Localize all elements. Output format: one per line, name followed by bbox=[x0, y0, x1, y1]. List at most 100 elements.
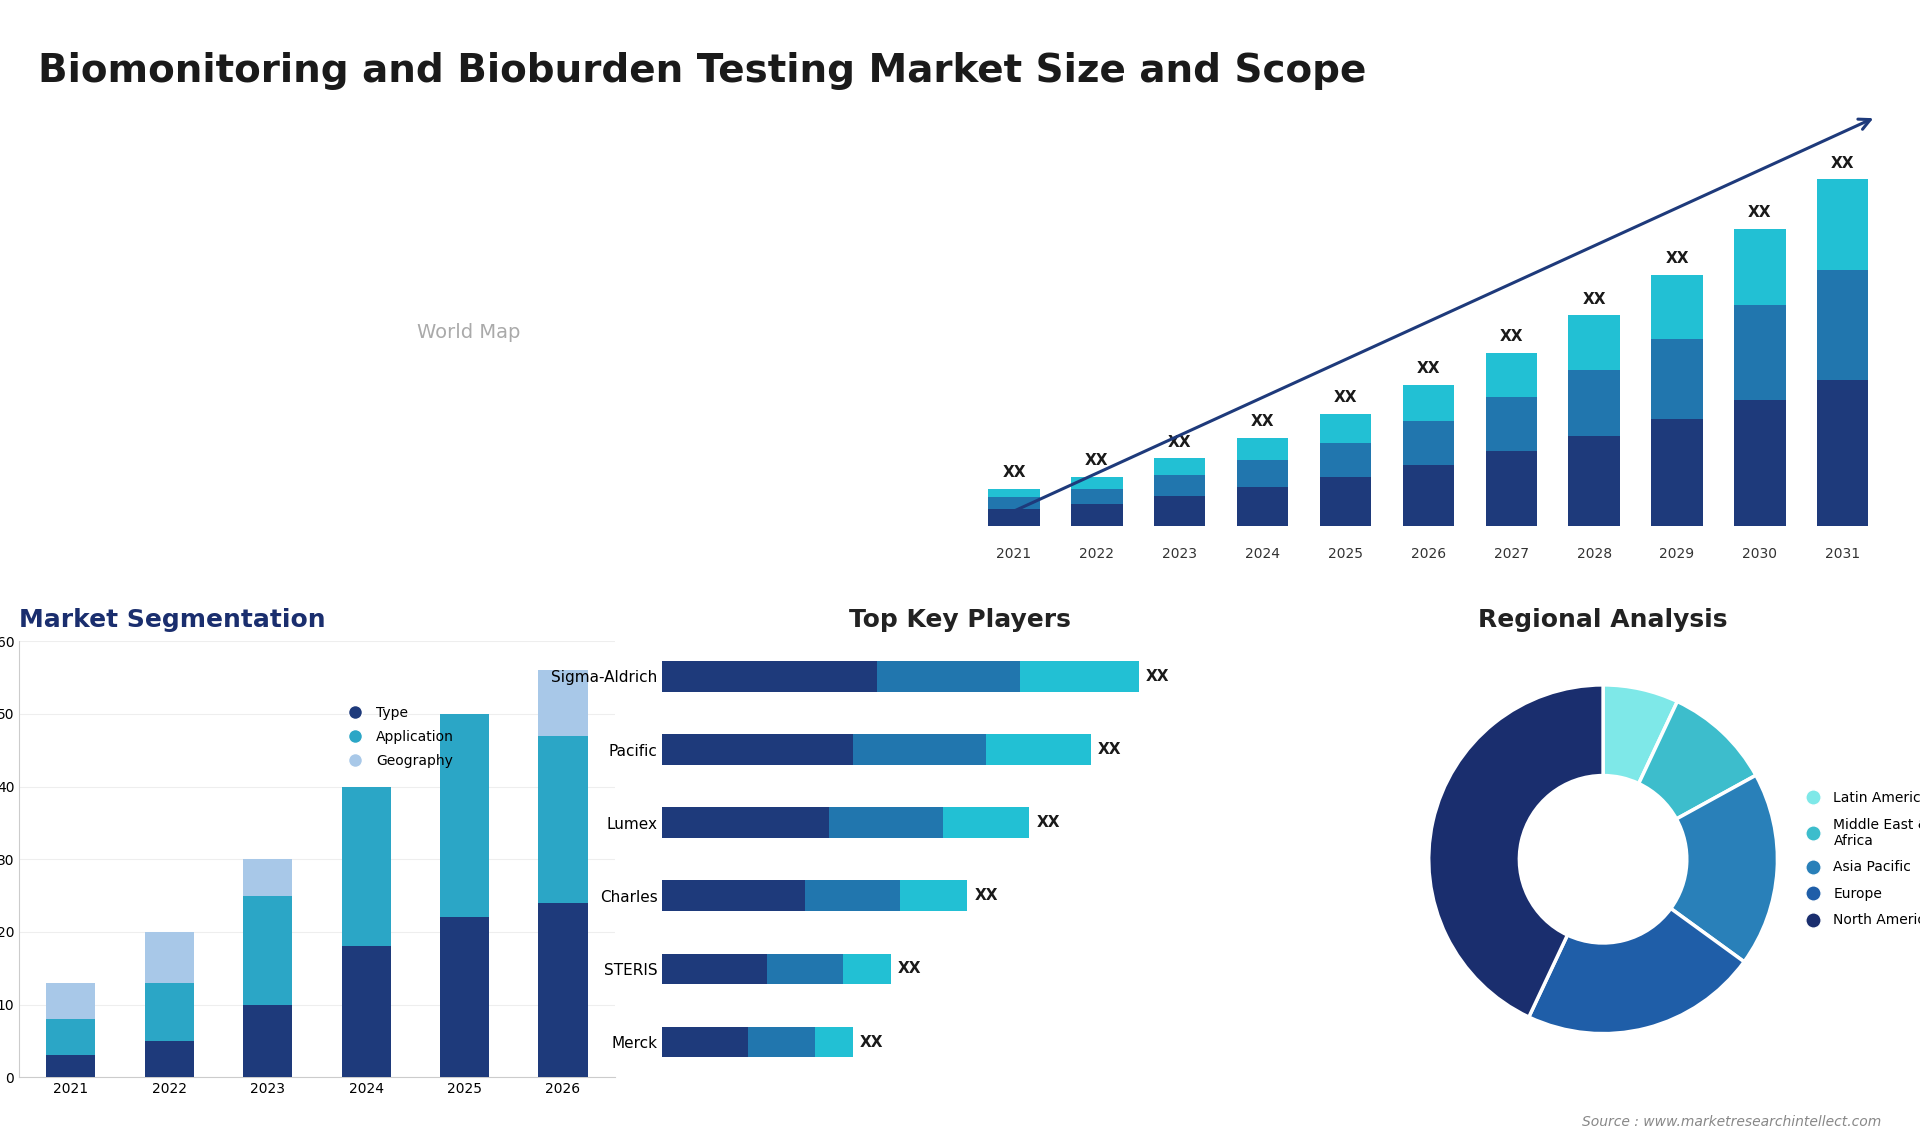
Bar bbox=[1816, 380, 1868, 526]
Text: XX: XX bbox=[1146, 669, 1169, 684]
Text: XX: XX bbox=[1085, 453, 1108, 469]
Bar bbox=[1651, 275, 1703, 339]
Wedge shape bbox=[1428, 685, 1603, 1017]
Bar bbox=[1569, 315, 1620, 370]
Bar bbox=[144, 932, 194, 983]
Text: XX: XX bbox=[1665, 251, 1690, 266]
Bar bbox=[538, 903, 588, 1077]
Bar bbox=[768, 953, 843, 984]
Text: XX: XX bbox=[1250, 414, 1275, 429]
Text: 2031: 2031 bbox=[1826, 547, 1860, 562]
Text: World Map: World Map bbox=[417, 322, 520, 342]
Bar bbox=[342, 947, 392, 1077]
Text: XX: XX bbox=[1334, 391, 1357, 406]
Bar bbox=[1734, 400, 1786, 526]
Text: 2026: 2026 bbox=[1411, 547, 1446, 562]
Bar bbox=[943, 808, 1029, 838]
Text: XX: XX bbox=[1002, 465, 1025, 480]
Bar bbox=[1071, 504, 1123, 526]
Text: XX: XX bbox=[1747, 205, 1772, 220]
Bar bbox=[1236, 487, 1288, 526]
Bar bbox=[1154, 458, 1206, 476]
Text: XX: XX bbox=[899, 961, 922, 976]
Wedge shape bbox=[1638, 701, 1757, 819]
Text: XX: XX bbox=[1098, 743, 1121, 758]
Bar bbox=[1236, 460, 1288, 487]
Bar bbox=[244, 860, 292, 896]
Title: Top Key Players: Top Key Players bbox=[849, 609, 1071, 633]
Text: XX: XX bbox=[973, 888, 998, 903]
Bar bbox=[1154, 476, 1206, 495]
Text: XX: XX bbox=[1417, 361, 1440, 376]
Text: 2025: 2025 bbox=[1329, 547, 1363, 562]
Bar bbox=[1734, 305, 1786, 400]
Bar bbox=[1734, 229, 1786, 305]
Text: Source : www.marketresearchintellect.com: Source : www.marketresearchintellect.com bbox=[1582, 1115, 1882, 1129]
Bar bbox=[1404, 385, 1453, 421]
Bar bbox=[662, 735, 852, 764]
Bar bbox=[1154, 495, 1206, 526]
Bar bbox=[843, 953, 891, 984]
Bar bbox=[1651, 339, 1703, 419]
Bar bbox=[662, 808, 829, 838]
Legend: Type, Application, Geography: Type, Application, Geography bbox=[336, 700, 459, 774]
Text: XX: XX bbox=[1167, 434, 1192, 449]
Bar bbox=[244, 1005, 292, 1077]
Bar bbox=[662, 953, 768, 984]
Bar bbox=[662, 1027, 749, 1058]
Bar bbox=[1569, 437, 1620, 526]
Bar bbox=[1404, 421, 1453, 465]
Bar bbox=[1319, 477, 1371, 526]
Wedge shape bbox=[1670, 775, 1778, 961]
Bar bbox=[440, 918, 490, 1077]
Bar bbox=[538, 670, 588, 736]
Bar bbox=[829, 808, 943, 838]
Bar bbox=[662, 661, 877, 692]
Bar bbox=[900, 880, 968, 911]
Bar bbox=[144, 983, 194, 1041]
Bar bbox=[1319, 414, 1371, 442]
Bar bbox=[1816, 269, 1868, 380]
Bar bbox=[989, 489, 1039, 497]
Bar bbox=[749, 1027, 814, 1058]
Bar bbox=[1319, 442, 1371, 477]
Text: 2024: 2024 bbox=[1244, 547, 1281, 562]
Text: 2029: 2029 bbox=[1659, 547, 1695, 562]
Bar bbox=[987, 735, 1091, 764]
Bar bbox=[662, 880, 804, 911]
Bar bbox=[1569, 370, 1620, 437]
Text: XX: XX bbox=[1582, 292, 1605, 307]
Bar bbox=[244, 896, 292, 1005]
Bar bbox=[877, 661, 1020, 692]
Bar bbox=[46, 983, 96, 1019]
Text: 2027: 2027 bbox=[1494, 547, 1528, 562]
Bar bbox=[1236, 438, 1288, 460]
Bar bbox=[1020, 661, 1139, 692]
Bar bbox=[440, 714, 490, 918]
Text: Biomonitoring and Bioburden Testing Market Size and Scope: Biomonitoring and Bioburden Testing Mark… bbox=[38, 52, 1367, 89]
Title: Regional Analysis: Regional Analysis bbox=[1478, 609, 1728, 633]
Bar bbox=[852, 735, 987, 764]
Bar bbox=[989, 509, 1039, 526]
Bar bbox=[342, 786, 392, 947]
Text: 2021: 2021 bbox=[996, 547, 1031, 562]
Text: 2022: 2022 bbox=[1079, 547, 1114, 562]
Text: 2023: 2023 bbox=[1162, 547, 1198, 562]
Text: XX: XX bbox=[1832, 156, 1855, 171]
Text: 2030: 2030 bbox=[1743, 547, 1778, 562]
Bar bbox=[46, 1019, 96, 1055]
Bar bbox=[538, 736, 588, 903]
Bar bbox=[1486, 397, 1536, 452]
Text: XX: XX bbox=[1500, 329, 1523, 344]
Bar bbox=[814, 1027, 852, 1058]
Wedge shape bbox=[1528, 909, 1743, 1034]
Bar bbox=[1486, 353, 1536, 397]
Bar bbox=[1651, 419, 1703, 526]
Bar bbox=[1071, 489, 1123, 504]
Wedge shape bbox=[1603, 685, 1678, 784]
Bar bbox=[144, 1041, 194, 1077]
Bar bbox=[1071, 477, 1123, 489]
Bar bbox=[1486, 452, 1536, 526]
Text: 2028: 2028 bbox=[1576, 547, 1611, 562]
Text: XX: XX bbox=[1037, 815, 1060, 830]
